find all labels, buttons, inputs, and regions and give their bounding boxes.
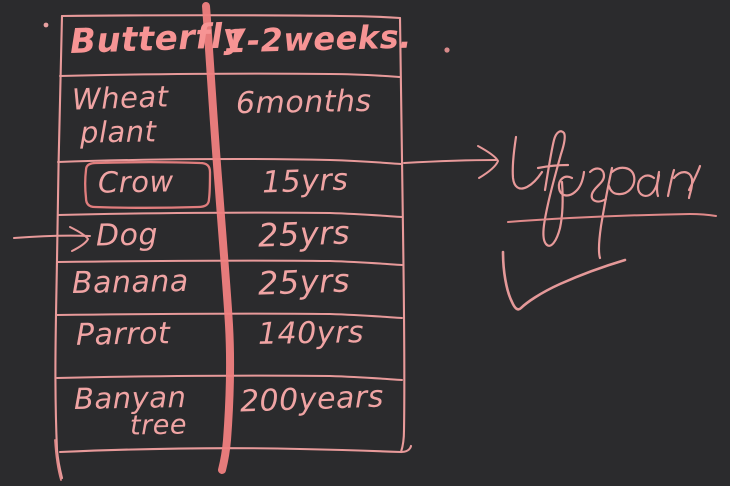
header-lifespan: 1-2weeks. [223, 17, 413, 61]
arrow-to-dog-shaft [13, 234, 91, 239]
row-separator-1 [59, 72, 401, 78]
row-separator-3 [57, 211, 403, 218]
row-5-lifespan: 140yrs [257, 315, 365, 352]
row-3-lifespan: 25yrs [257, 213, 351, 255]
table-border-left [54, 14, 64, 480]
row-5-organism: Parrot [75, 316, 171, 353]
row-6-organism-line2: tree [129, 409, 188, 442]
arrow-to-dog-head [69, 226, 90, 252]
row-1-organism: Wheat [71, 79, 170, 117]
row-separator-5 [56, 312, 403, 319]
check-mark-icon [501, 250, 627, 311]
row-6-lifespan: 200years [239, 379, 385, 420]
table-border-right [398, 16, 406, 454]
row-1-organism-line2: plant [79, 114, 157, 150]
row-separator-2 [57, 157, 402, 165]
row-2-lifespan: 15yrs [261, 162, 349, 201]
header-organism: Butterfly [69, 15, 247, 63]
table-corner-tail [54, 439, 62, 481]
row-4-lifespan: 25yrs [257, 261, 351, 303]
crow-highlight-box [84, 161, 212, 209]
row-3-organism: Dog [95, 217, 159, 254]
row-separator-4 [57, 259, 403, 266]
arrow-to-lifespan-shaft [403, 159, 497, 164]
table-border-top [60, 14, 402, 20]
row-1-lifespan: 6months [235, 83, 372, 122]
row-separator-6 [56, 374, 403, 381]
arrow-to-lifespan-head [477, 145, 500, 179]
table-border-bottom [58, 444, 413, 454]
column-divider-bold [202, 2, 235, 474]
row-4-organism: Banana [71, 263, 190, 302]
lifespan-underline [507, 212, 717, 223]
dot-top-right [444, 47, 450, 53]
row-2-organism: Crow [97, 164, 174, 200]
lifespan-handwriting [511, 130, 702, 260]
dot-top-left [43, 22, 49, 28]
